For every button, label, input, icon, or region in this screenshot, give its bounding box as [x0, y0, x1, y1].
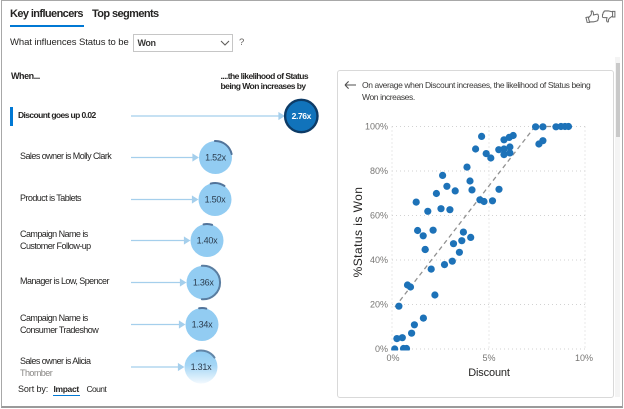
svg-text:0%: 0% [386, 353, 399, 363]
svg-text:2.76x: 2.76x [292, 111, 312, 121]
svg-text:1.52x: 1.52x [205, 153, 227, 163]
svg-text:40%: 40% [370, 255, 388, 265]
svg-text:100%: 100% [365, 122, 388, 132]
svg-text:%Status is Won: %Status is Won [351, 187, 365, 278]
svg-text:1.36x: 1.36x [193, 278, 215, 288]
svg-text:1.31x: 1.31x [191, 362, 213, 372]
svg-text:60%: 60% [370, 211, 388, 221]
svg-text:0%: 0% [375, 344, 388, 354]
svg-text:Discount: Discount [468, 367, 510, 379]
svg-text:5%: 5% [482, 353, 495, 363]
svg-text:20%: 20% [370, 300, 388, 310]
svg-text:80%: 80% [370, 166, 388, 176]
svg-text:1.50x: 1.50x [205, 195, 227, 205]
svg-text:1.40x: 1.40x [197, 236, 219, 246]
svg-text:10%: 10% [575, 353, 593, 363]
svg-text:1.34x: 1.34x [192, 320, 214, 330]
